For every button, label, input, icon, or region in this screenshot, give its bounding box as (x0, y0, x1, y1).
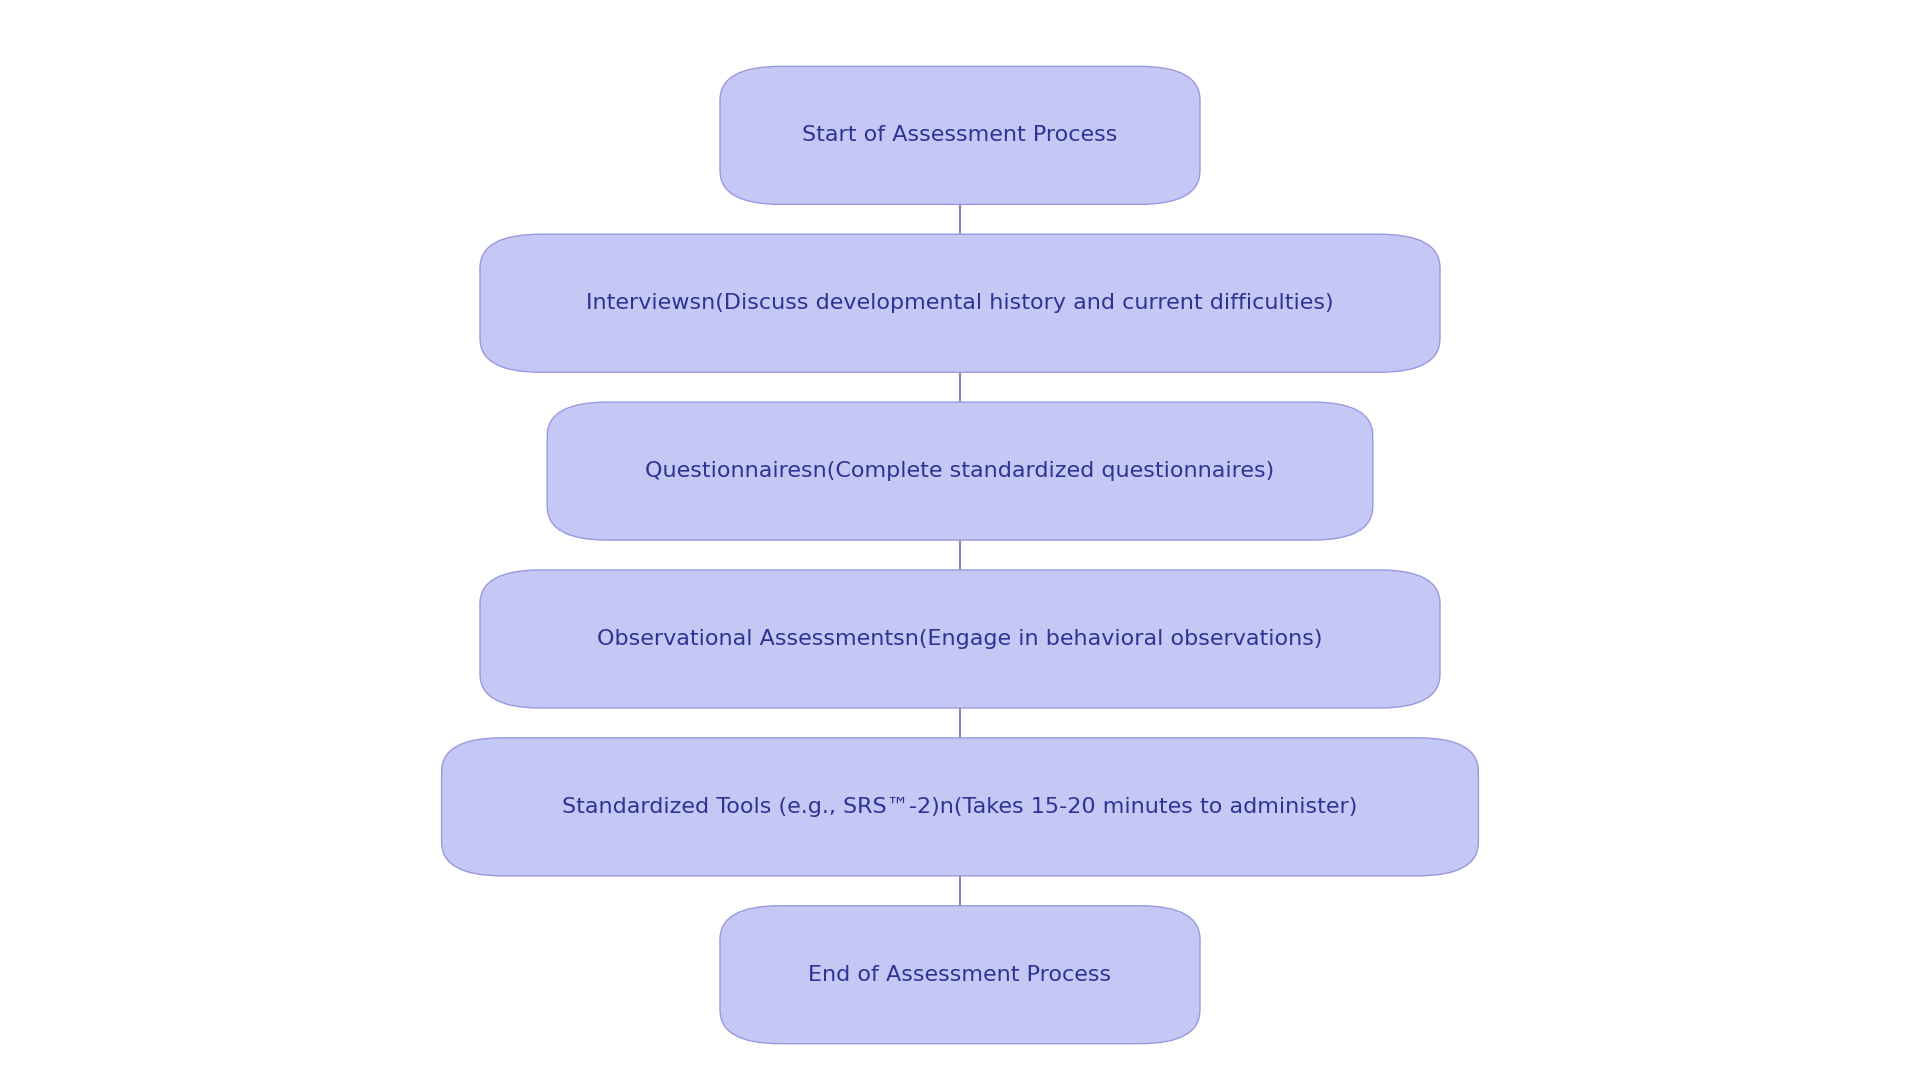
FancyBboxPatch shape (720, 66, 1200, 205)
Text: End of Assessment Process: End of Assessment Process (808, 965, 1112, 984)
FancyBboxPatch shape (720, 905, 1200, 1044)
FancyBboxPatch shape (480, 570, 1440, 708)
Text: Questionnairesn(Complete standardized questionnaires): Questionnairesn(Complete standardized qu… (645, 461, 1275, 481)
FancyBboxPatch shape (442, 738, 1478, 876)
FancyBboxPatch shape (547, 402, 1373, 540)
Text: Observational Assessmentsn(Engage in behavioral observations): Observational Assessmentsn(Engage in beh… (597, 629, 1323, 649)
Text: Start of Assessment Process: Start of Assessment Process (803, 126, 1117, 145)
Text: Interviewsn(Discuss developmental history and current difficulties): Interviewsn(Discuss developmental histor… (586, 293, 1334, 313)
Text: Standardized Tools (e.g., SRS™-2)n(Takes 15-20 minutes to administer): Standardized Tools (e.g., SRS™-2)n(Takes… (563, 797, 1357, 817)
FancyBboxPatch shape (480, 234, 1440, 373)
